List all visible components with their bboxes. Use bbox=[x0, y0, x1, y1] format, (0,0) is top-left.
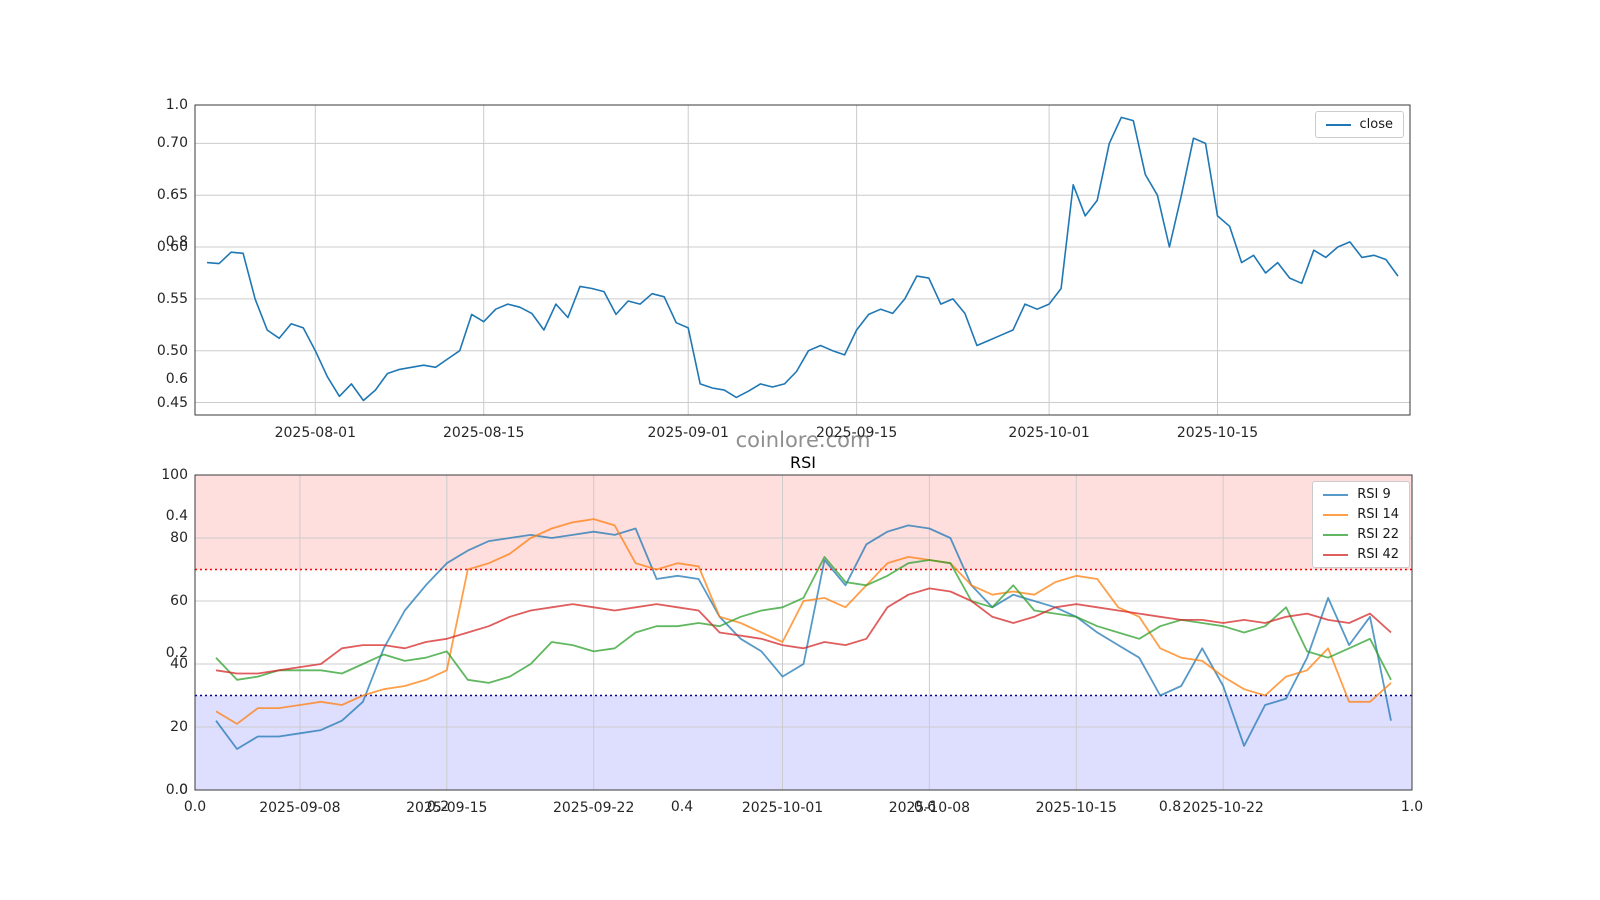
y-tick-label: 0.55 bbox=[156, 290, 188, 307]
y-tick-label: 0.60 bbox=[156, 239, 188, 256]
overlay-y-tick-label: 0.6 bbox=[165, 371, 188, 387]
series-close bbox=[206, 116, 1399, 402]
y-tick-label: 100 bbox=[161, 467, 188, 483]
threshold-band bbox=[195, 695, 1412, 790]
y-tick-label: 40 bbox=[170, 656, 188, 672]
legend-item-rsi-42: RSI 42 bbox=[1323, 547, 1399, 562]
legend-line-swatch bbox=[1323, 493, 1349, 496]
legend-line-swatch bbox=[1323, 553, 1349, 556]
x-tick-label: 2025-10-15 bbox=[1035, 800, 1117, 816]
y-tick-label: 0.50 bbox=[156, 342, 188, 359]
watermark-text: coinlore.com bbox=[735, 428, 871, 452]
legend-item-close: close bbox=[1325, 117, 1393, 132]
overlay-x-tick-label: 0.6 bbox=[913, 799, 937, 815]
x-tick-label: 2025-10-08 bbox=[888, 800, 971, 816]
x-tick-label: 2025-10-01 bbox=[1008, 425, 1090, 441]
rsi-legend: RSI 9 RSI 14 RSI 22 RSI 42 bbox=[1312, 481, 1410, 568]
legend-item-rsi-9: RSI 9 bbox=[1323, 487, 1399, 502]
legend-line-swatch bbox=[1323, 513, 1349, 516]
overlay-x-tick-label: 1.0 bbox=[1400, 799, 1424, 815]
y-tick-label: 0.45 bbox=[156, 394, 188, 411]
series-rsi-42 bbox=[215, 587, 1392, 675]
legend-item-rsi-22: RSI 22 bbox=[1323, 527, 1399, 542]
legend-label: close bbox=[1359, 117, 1393, 132]
overlay-y-tick-label: 0.4 bbox=[165, 508, 188, 524]
y-tick-label: 0.65 bbox=[156, 187, 188, 204]
x-tick-label: 2025-09-08 bbox=[259, 800, 341, 816]
rsi-subplot-title: RSI bbox=[790, 453, 816, 472]
overlay-y-tick-label: 0.8 bbox=[165, 234, 188, 250]
overlay-x-tick-label: 0.8 bbox=[1158, 799, 1182, 815]
plot-border bbox=[194, 104, 1411, 416]
y-tick-label: 0.70 bbox=[156, 135, 188, 152]
overlay-x-tick-label: 0.0 bbox=[183, 799, 207, 815]
series-rsi-14 bbox=[215, 518, 1392, 725]
x-tick-label: 2025-08-15 bbox=[443, 425, 525, 441]
y-tick-label: 0 bbox=[179, 782, 188, 798]
legend-line-swatch bbox=[1323, 533, 1349, 536]
legend-line-swatch bbox=[1325, 123, 1351, 126]
threshold-band bbox=[195, 475, 1412, 570]
series-rsi-9 bbox=[215, 524, 1392, 750]
overlay-y-tick-label: 1.0 bbox=[165, 97, 188, 113]
legend-label: RSI 14 bbox=[1357, 507, 1399, 522]
x-tick-label: 2025-09-15 bbox=[815, 425, 898, 441]
overlay-y-tick-label: 0.0 bbox=[165, 782, 188, 798]
overlay-x-tick-label: 0.2 bbox=[426, 799, 450, 815]
x-tick-label: 2025-08-01 bbox=[274, 425, 356, 441]
y-tick-label: 20 bbox=[170, 719, 188, 735]
overlay-y-tick-label: 0.2 bbox=[165, 645, 188, 661]
x-tick-label: 2025-09-22 bbox=[552, 800, 635, 816]
overlay-x-tick-label: 0.4 bbox=[670, 799, 694, 815]
x-tick-label: 2025-10-01 bbox=[741, 800, 824, 816]
x-tick-label: 2025-10-22 bbox=[1182, 800, 1264, 816]
x-tick-label: 2025-10-15 bbox=[1176, 425, 1259, 441]
y-tick-label: 80 bbox=[170, 530, 188, 546]
y-tick-label: 60 bbox=[170, 593, 188, 609]
x-tick-label: 2025-09-01 bbox=[647, 425, 729, 441]
legend-label: RSI 9 bbox=[1357, 487, 1391, 502]
series-rsi-22 bbox=[215, 556, 1392, 684]
price-legend: close bbox=[1314, 111, 1404, 138]
legend-label: RSI 22 bbox=[1357, 527, 1399, 542]
legend-label: RSI 42 bbox=[1357, 547, 1399, 562]
plot-border bbox=[194, 474, 1413, 791]
x-tick-label: 2025-09-15 bbox=[406, 800, 488, 816]
legend-item-rsi-14: RSI 14 bbox=[1323, 507, 1399, 522]
